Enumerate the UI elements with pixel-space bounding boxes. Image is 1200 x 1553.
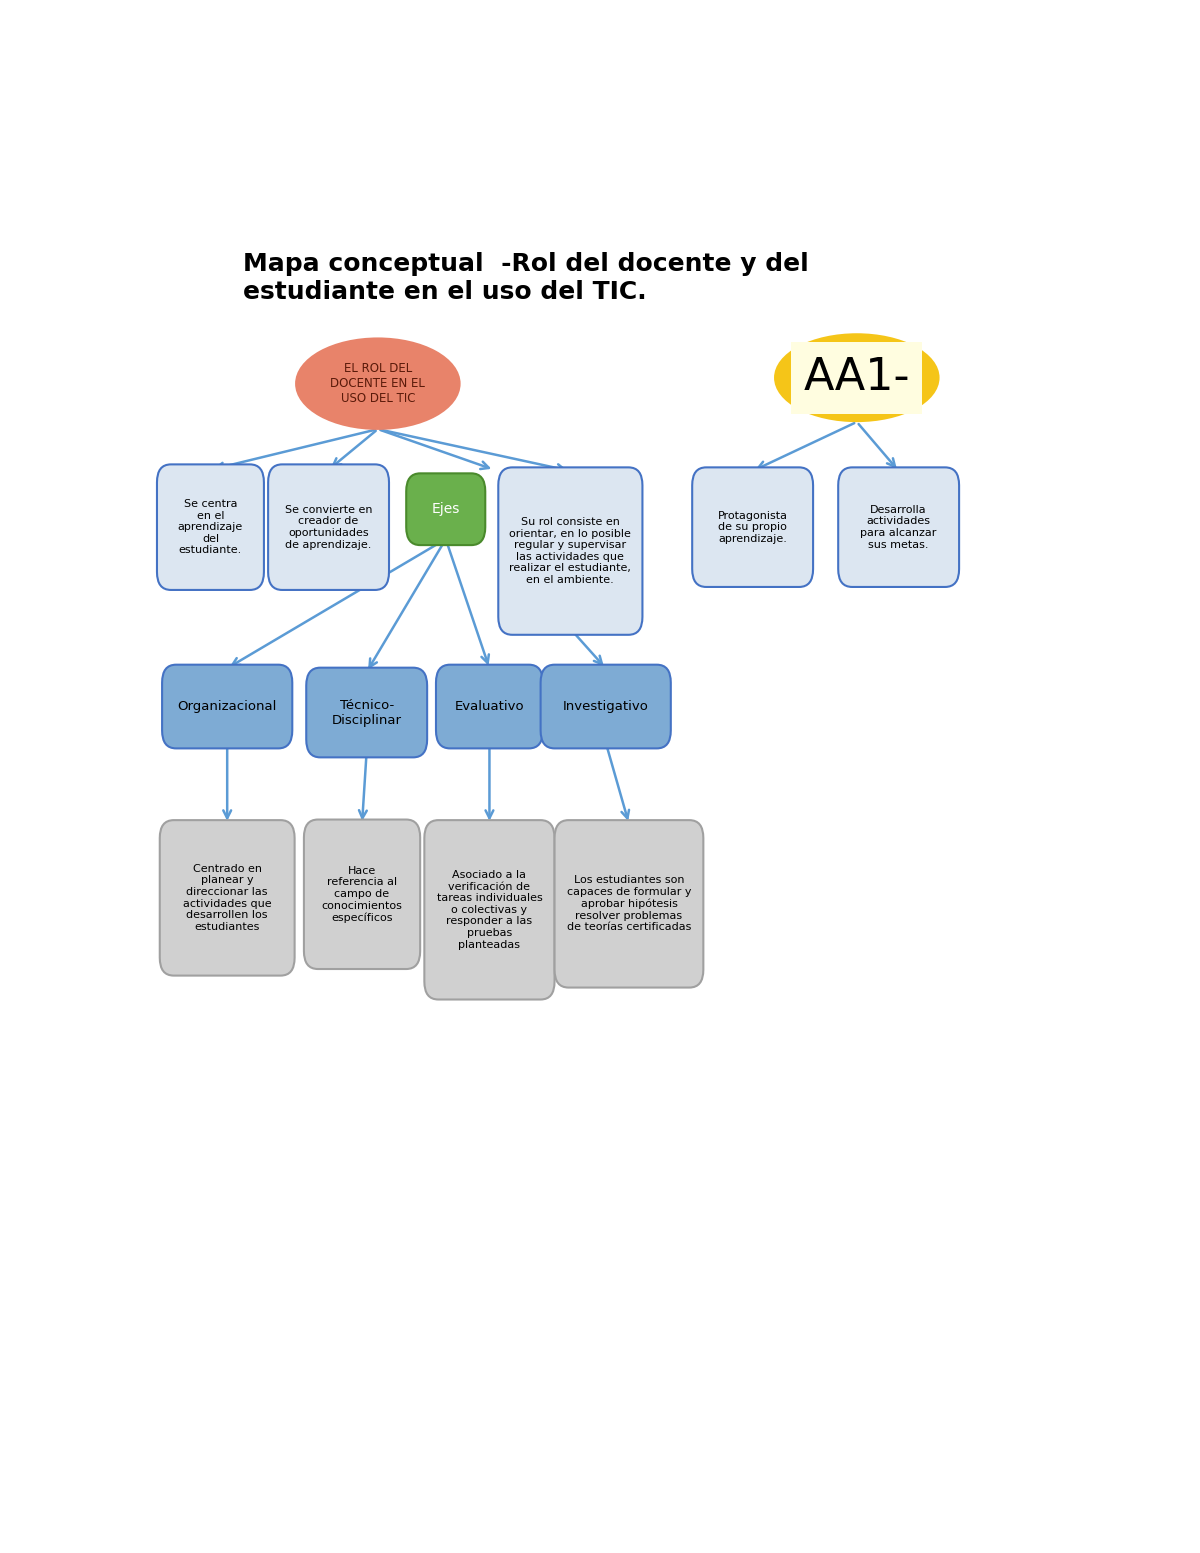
Text: Técnico-
Disciplinar: Técnico- Disciplinar	[331, 699, 402, 727]
FancyBboxPatch shape	[425, 820, 554, 1000]
Text: Se centra
en el
aprendizaje
del
estudiante.: Se centra en el aprendizaje del estudian…	[178, 499, 244, 556]
Text: Centrado en
planear y
direccionar las
actividades que
desarrollen los
estudiante: Centrado en planear y direccionar las ac…	[182, 863, 271, 932]
Text: Desarrolla
actividades
para alcanzar
sus metas.: Desarrolla actividades para alcanzar sus…	[860, 505, 937, 550]
FancyBboxPatch shape	[407, 474, 485, 545]
Text: Evaluativo: Evaluativo	[455, 700, 524, 713]
Ellipse shape	[775, 334, 938, 421]
FancyBboxPatch shape	[692, 467, 814, 587]
FancyBboxPatch shape	[554, 820, 703, 988]
FancyBboxPatch shape	[791, 342, 923, 413]
Text: Mapa conceptual  -Rol del docente y del
estudiante en el uso del TIC.: Mapa conceptual -Rol del docente y del e…	[242, 252, 809, 304]
FancyBboxPatch shape	[157, 464, 264, 590]
FancyBboxPatch shape	[304, 820, 420, 969]
Text: Protagonista
de su propio
aprendizaje.: Protagonista de su propio aprendizaje.	[718, 511, 787, 544]
Text: Organizacional: Organizacional	[178, 700, 277, 713]
Text: Los estudiantes son
capaces de formular y
aprobar hipótesis
resolver problemas
d: Los estudiantes son capaces de formular …	[566, 876, 691, 932]
FancyBboxPatch shape	[540, 665, 671, 749]
FancyBboxPatch shape	[306, 668, 427, 758]
Ellipse shape	[296, 339, 460, 429]
FancyBboxPatch shape	[436, 665, 542, 749]
Text: Asociado a la
verificación de
tareas individuales
o colectivas y
responder a las: Asociado a la verificación de tareas ind…	[437, 870, 542, 949]
FancyBboxPatch shape	[162, 665, 293, 749]
Text: Se convierte en
creador de
oportunidades
de aprendizaje.: Se convierte en creador de oportunidades…	[284, 505, 372, 550]
Text: EL ROL DEL
DOCENTE EN EL
USO DEL TIC: EL ROL DEL DOCENTE EN EL USO DEL TIC	[330, 362, 425, 405]
Text: AA1-: AA1-	[804, 356, 910, 399]
Text: Ejes: Ejes	[432, 502, 460, 516]
Text: Su rol consiste en
orientar, en lo posible
regular y supervisar
las actividades : Su rol consiste en orientar, en lo posib…	[510, 517, 631, 585]
Text: Investigativo: Investigativo	[563, 700, 649, 713]
FancyBboxPatch shape	[498, 467, 642, 635]
FancyBboxPatch shape	[268, 464, 389, 590]
Text: Hace
referencia al
campo de
conocimientos
específicos: Hace referencia al campo de conocimiento…	[322, 865, 402, 922]
FancyBboxPatch shape	[839, 467, 959, 587]
FancyBboxPatch shape	[160, 820, 295, 975]
